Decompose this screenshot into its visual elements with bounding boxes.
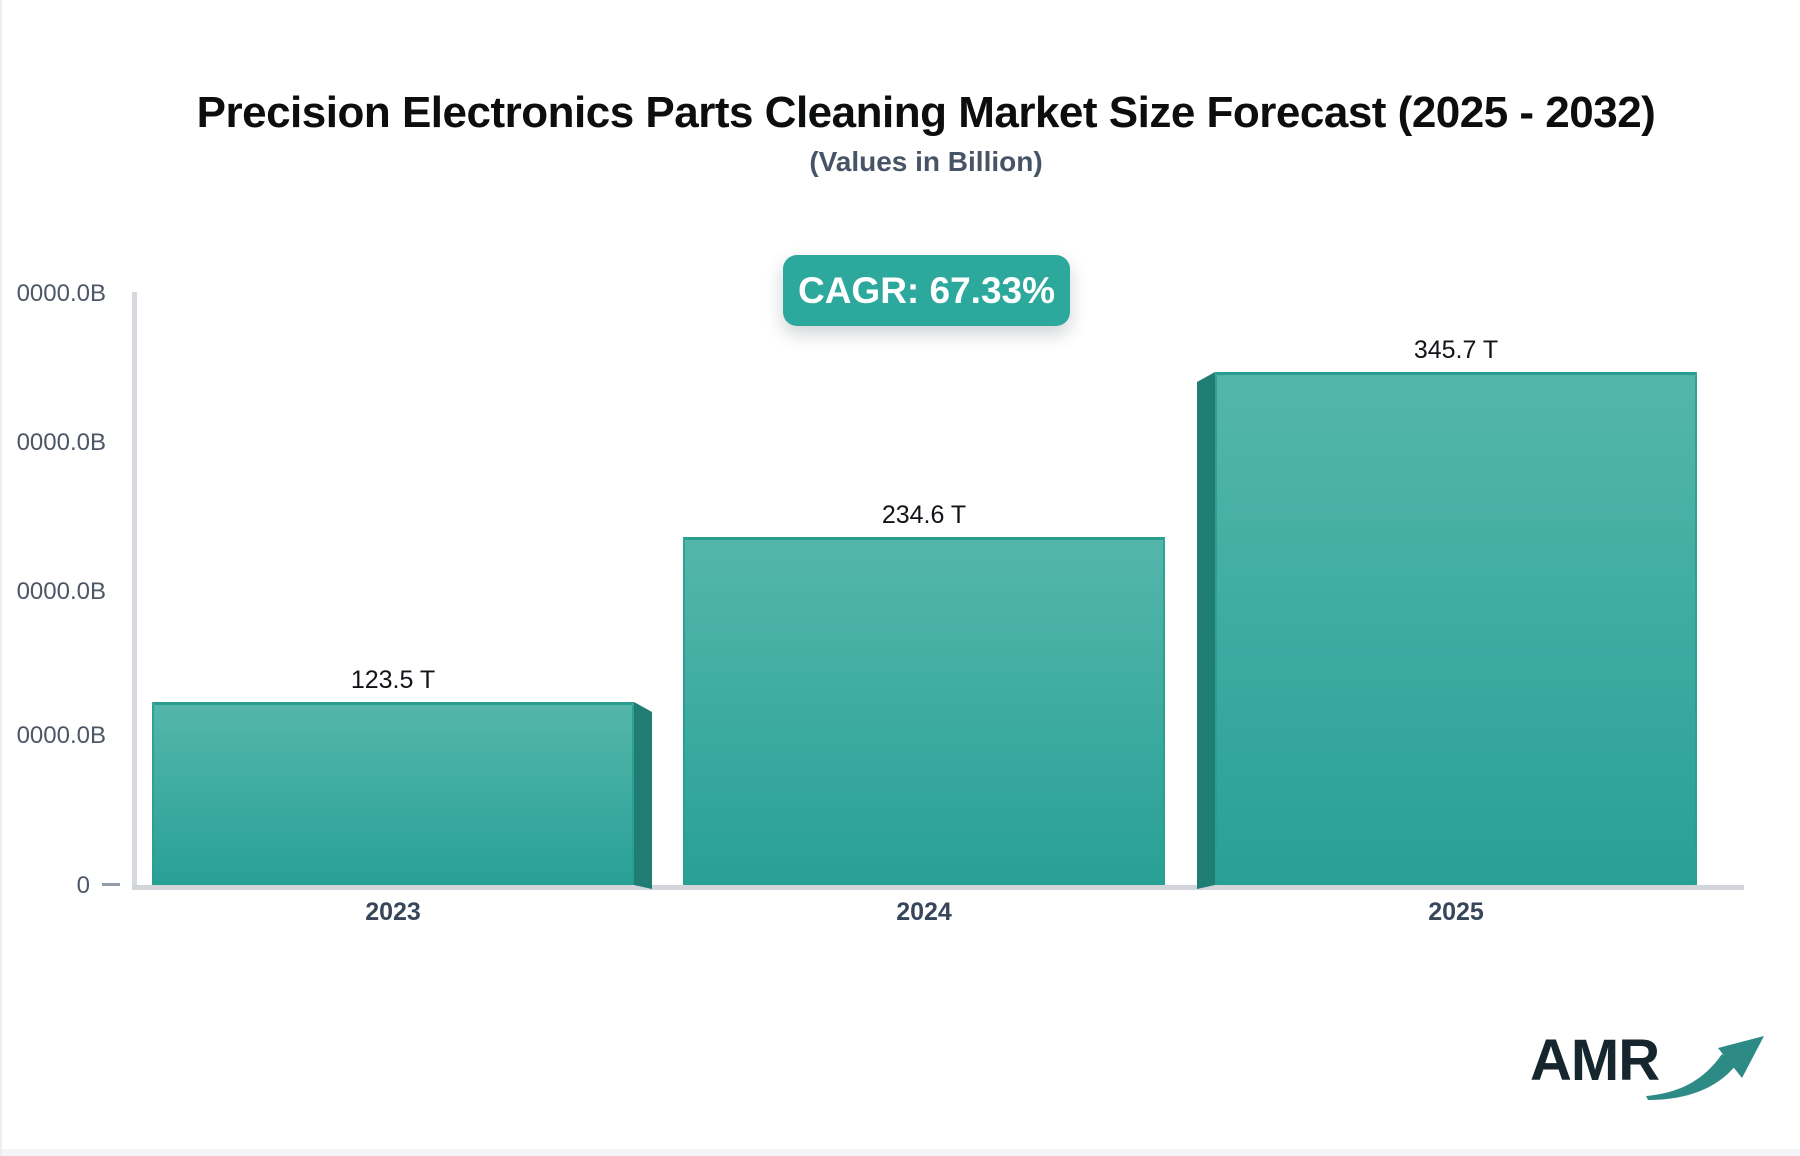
chart-subtitle: (Values in Billion): [809, 146, 1043, 177]
y-tick-label-400000: 0000.0B: [16, 280, 106, 307]
amr-logo-text: AMR: [1530, 1028, 1660, 1093]
bar-group-2025: 345.7 T 2025: [1215, 336, 1697, 926]
amr-arrow-icon: [1646, 1036, 1764, 1100]
y-tick-label-100000: 0000.0B: [16, 722, 106, 749]
cagr-badge-label: CAGR: 67.33%: [797, 269, 1056, 311]
footer-strip: [2, 1149, 1800, 1156]
amr-logo: AMR: [1530, 1028, 1764, 1112]
bar-2025: [1215, 372, 1697, 885]
x-tick-label-2023: 2023: [365, 898, 421, 926]
bar-2024: [683, 537, 1165, 885]
y-tick-label-200000: 0000.0B: [16, 578, 106, 605]
bar-value-label-2023: 123.5 T: [350, 666, 436, 694]
bar-value-label-2025: 345.7 T: [1413, 336, 1499, 364]
y-zero-tick-mark: [102, 883, 120, 886]
cagr-badge: CAGR: 67.33%: [783, 255, 1070, 326]
x-tick-label-2024: 2024: [896, 898, 952, 926]
x-axis-line: [132, 885, 1744, 890]
x-tick-label-2025: 2025: [1428, 898, 1484, 926]
bar-3d-side-2023: [634, 702, 652, 889]
bar-group-2024: 234.6 T 2024: [683, 501, 1165, 926]
bar-value-label-2024: 234.6 T: [881, 501, 967, 529]
y-tick-label-300000: 0000.0B: [16, 429, 106, 456]
bar-2023: [152, 702, 634, 885]
bar-group-2023: 123.5 T 2023: [152, 666, 634, 926]
y-tick-label-zero: 0: [76, 872, 90, 899]
bar-3d-side-2025: [1197, 372, 1215, 889]
y-axis-line: [132, 292, 137, 885]
chart-title: Precision Electronics Parts Cleaning Mar…: [196, 88, 1656, 137]
